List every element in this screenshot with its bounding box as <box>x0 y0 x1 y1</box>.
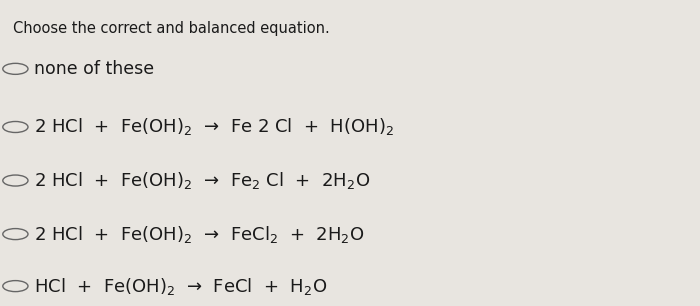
Text: none of these: none of these <box>34 60 154 78</box>
Text: 2 HCl  +  Fe(OH)$_2$  →  Fe$_2$ Cl  +  2H$_2$O: 2 HCl + Fe(OH)$_2$ → Fe$_2$ Cl + 2H$_2$O <box>34 170 370 191</box>
Text: HCl  +  Fe(OH)$_2$  →  FeCl  +  H$_2$O: HCl + Fe(OH)$_2$ → FeCl + H$_2$O <box>34 276 327 297</box>
Text: 2 HCl  +  Fe(OH)$_2$  →  FeCl$_2$  +  2H$_2$O: 2 HCl + Fe(OH)$_2$ → FeCl$_2$ + 2H$_2$O <box>34 224 364 244</box>
Text: 2 HCl  +  Fe(OH)$_2$  →  Fe 2 Cl  +  H(OH)$_2$: 2 HCl + Fe(OH)$_2$ → Fe 2 Cl + H(OH)$_2$ <box>34 117 394 137</box>
Text: Choose the correct and balanced equation.: Choose the correct and balanced equation… <box>13 21 330 36</box>
